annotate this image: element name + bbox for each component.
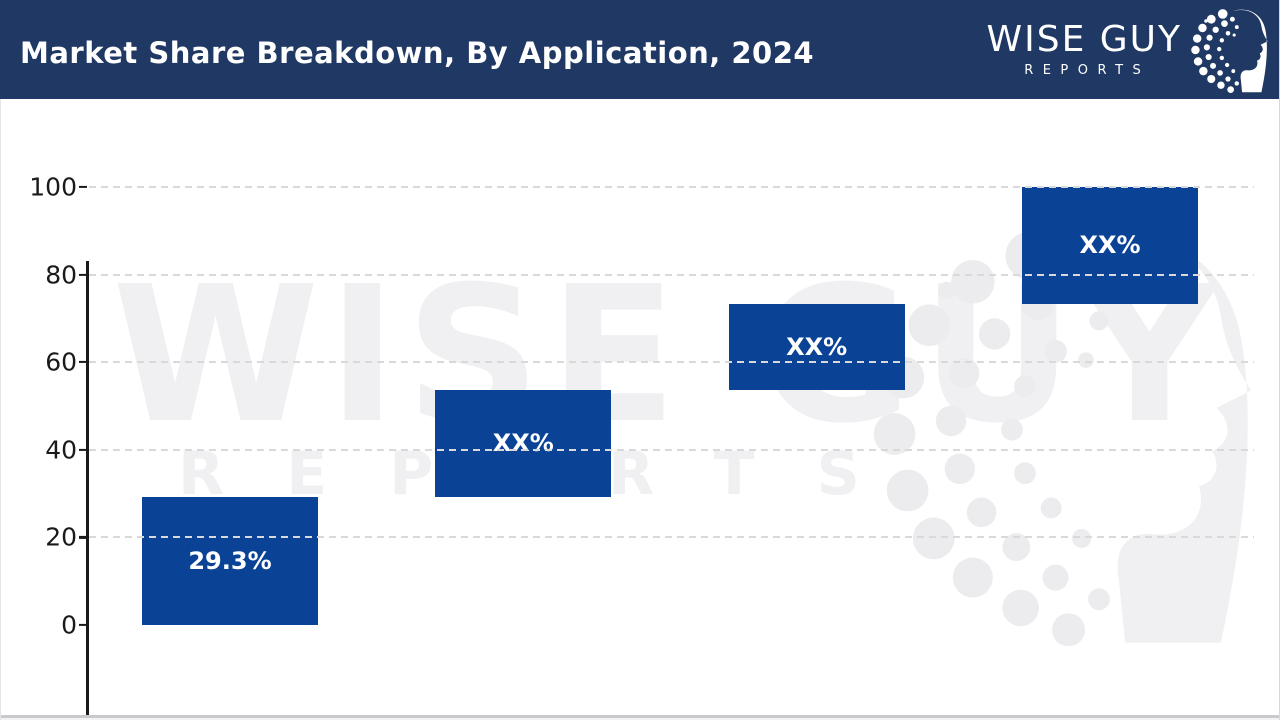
bar-construction: XX% [1022, 187, 1198, 304]
page-right-border [1278, 0, 1280, 720]
bar-mining: XX% [728, 303, 905, 390]
bar-waste-management: XX% [435, 389, 612, 497]
bar-logistics: 29.3% [142, 496, 318, 625]
footer-divider [0, 715, 1280, 718]
y-axis-tick-label: 20 [45, 522, 77, 552]
bar-value-label-logistics: 29.3% [188, 546, 272, 575]
y-axis-tick-mark [79, 185, 87, 189]
page-left-border [0, 99, 1, 720]
footer-strip [0, 717, 1280, 720]
y-axis-tick-label: 100 [29, 172, 77, 202]
gridline-40 [89, 448, 1254, 451]
bar-value-label-waste-management: XX% [492, 429, 554, 458]
gridline-100 [89, 186, 1254, 188]
y-axis-tick-mark [79, 448, 87, 451]
brand-subtitle: REPORTS [1024, 63, 1151, 78]
y-axis-tick-label: 0 [61, 610, 77, 640]
brand-dot-head-icon [1191, 9, 1268, 93]
bar-value-label-mining: XX% [786, 332, 848, 361]
header-bar: Market Share Breakdown, By Application, … [0, 0, 1280, 99]
bar-value-label-construction: XX% [1079, 231, 1141, 260]
y-axis-tick-label: 80 [45, 260, 77, 290]
y-axis-tick-mark [79, 361, 87, 364]
y-axis-tick-mark [79, 536, 87, 539]
y-axis-tick-mark [79, 273, 87, 276]
brand-logo: WISE GUY REPORTS [984, 4, 1274, 96]
y-axis-line [86, 261, 89, 720]
gridline-80 [89, 273, 1254, 276]
gridline-20 [89, 536, 1254, 539]
page-title: Market Share Breakdown, By Application, … [20, 36, 815, 70]
gridline-60 [89, 361, 1254, 364]
brand-logo-text: WISE GUY REPORTS [986, 19, 1183, 79]
y-axis-tick-label: 40 [45, 435, 77, 465]
brand-name: WISE GUY [986, 19, 1182, 60]
y-axis-tick-mark [79, 623, 87, 627]
y-axis-tick-label: 60 [45, 347, 77, 377]
